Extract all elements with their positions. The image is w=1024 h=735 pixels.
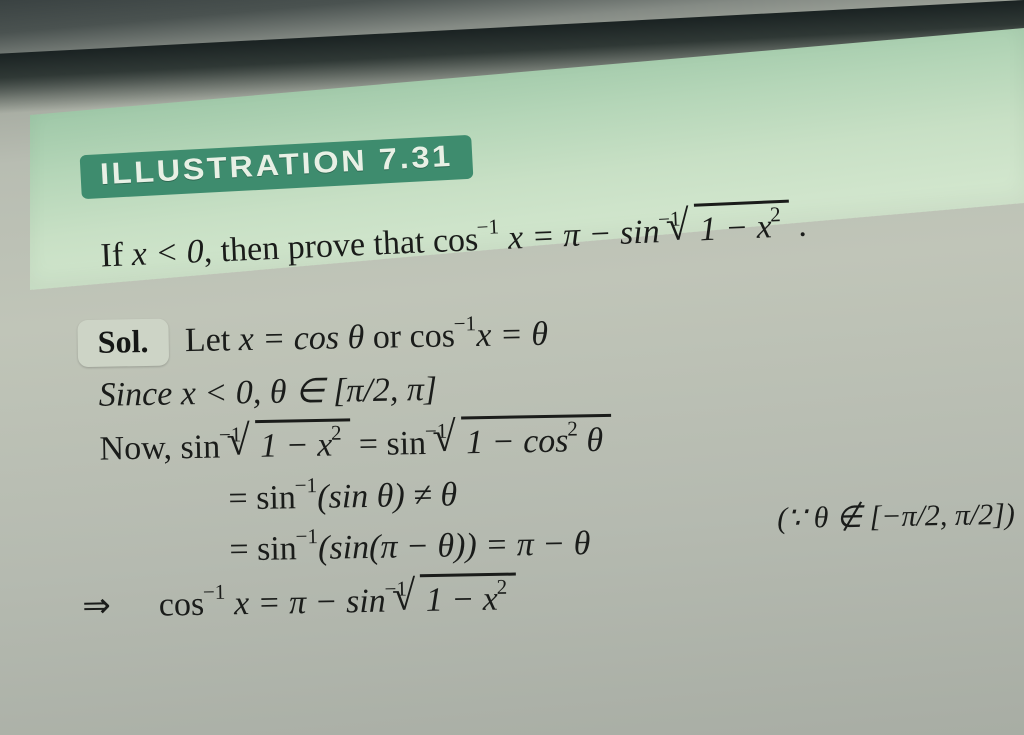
solution-line: Sol. Let x = cos θ or cos−1x = θ [77,302,1012,367]
radicand: 1 − x2 [420,573,516,620]
radical-icon: √ [432,413,456,462]
sqrt: √ 1 − x2 [250,418,351,466]
exp: −1 [295,524,318,548]
sol-badge: Sol. [77,318,168,367]
page: ILLUSTRATION 7.31 If x < 0, then prove t… [0,0,1024,735]
exp: −1 [294,473,317,497]
exp: 2 [770,202,782,226]
text: = sin [228,479,296,517]
text: = sin [229,531,297,569]
radicand-text: 1 − x [425,581,498,619]
sqrt: √ 1 − x2 [688,200,790,250]
radical-icon: √ [392,571,416,620]
text: Since x < 0, θ ∈ [π/2, π] [98,371,437,414]
solution-region: Sol. Let x = cos θ or cos−1x = θ Since x… [77,302,1016,634]
exp: 2 [567,416,578,440]
text: (sin(π − θ)) = π − θ [318,525,591,567]
text: cos [409,317,455,355]
problem-text: If [100,236,133,274]
text: (∵ θ ∉ [−π/2, π/2]) [777,498,1015,535]
radicand-text: 1 − x [260,426,333,464]
exp: −1 [476,214,499,239]
radical-icon: √ [665,201,690,251]
side-note: (∵ θ ∉ [−π/2, π/2]) [777,497,1015,536]
sqrt: √ 1 − x2 [415,573,516,621]
problem-text: . [789,207,808,245]
radicand-text: 1 − cos [466,422,569,461]
text: sin [180,428,220,466]
text: Let [185,321,239,359]
solution-line: Since x < 0, θ ∈ [π/2, π] [98,359,1013,415]
exp: −1 [203,580,226,604]
problem-text: x = π − sin [499,213,661,257]
solution-line: Now, sin−1 √ 1 − x2 = sin−1 √ 1 − cos2 θ [99,407,1014,469]
text: cos [159,586,205,624]
text: x = π − sin [225,583,386,623]
text: = sin [358,425,426,463]
radicand: 1 − x2 [255,418,351,465]
solution-line: ⇒ cos−1 x = π − sin−1 √ 1 − x2 [82,564,1017,626]
implies-icon: ⇒ [82,585,127,626]
radicand: 1 − cos2 θ [461,414,612,462]
text: (sin θ) ≠ θ [317,476,458,515]
exp: 2 [496,575,507,599]
exp: 2 [331,420,342,444]
radicand-text: 1 − x [699,208,773,248]
text: Now, [99,429,181,467]
radical-icon: √ [226,417,250,466]
text: or [364,318,410,356]
text: x = θ [476,316,548,354]
radicand-text: θ [578,422,604,459]
sqrt: √ 1 − cos2 θ [456,414,612,463]
radicand: 1 − x2 [693,200,790,249]
problem-cond: x < 0 [131,233,205,273]
text: x = cos θ [238,319,364,358]
problem-text: , then prove that cos [203,221,479,270]
exp: −1 [453,311,476,335]
